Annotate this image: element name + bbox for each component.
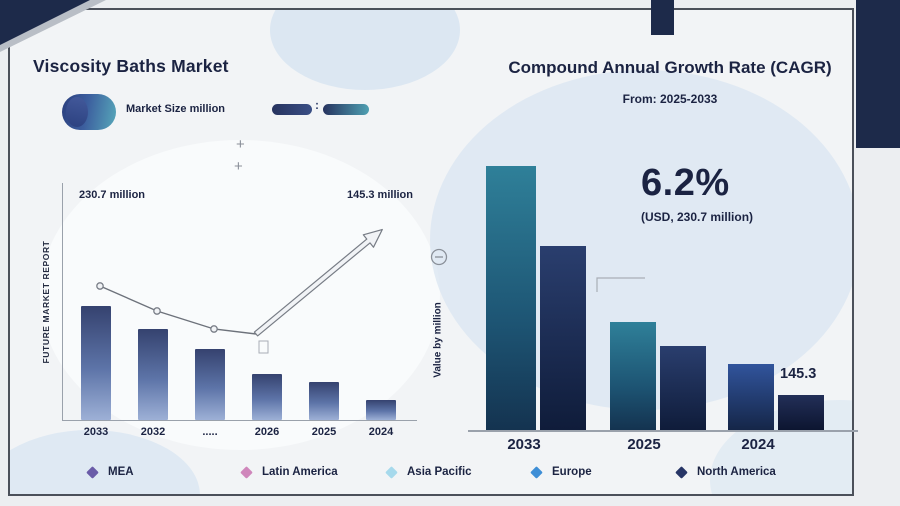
legend-diamond-icon — [86, 465, 99, 479]
legend-label: Asia Pacific — [407, 466, 472, 478]
legend-item-asia-pacific: Asia Pacific — [385, 465, 472, 479]
x-tick-label: 2026 — [254, 426, 280, 438]
cagr-chart: 2033 2025 2024 — [468, 160, 858, 453]
legend-label: Latin America — [262, 466, 338, 478]
legend-label: MEA — [108, 466, 134, 478]
legend-label: North America — [697, 466, 776, 478]
cagr-x-tick-2024: 2024 — [741, 436, 775, 453]
market-size-bars — [81, 183, 396, 420]
legend-item-europe: Europe — [530, 465, 592, 479]
cagr-bar-2033-1 — [486, 166, 536, 430]
x-tick-label: 2024 — [368, 426, 394, 438]
left-y-axis-label: FUTURE MARKET REPORT — [41, 240, 51, 364]
market-size-bar-2026 — [252, 374, 282, 420]
chart-min-label: 145.3 million — [346, 189, 413, 201]
legend-label: Europe — [552, 466, 592, 478]
x-tick-label: 2032 — [140, 426, 166, 438]
legend-diamond-icon — [675, 465, 688, 479]
cagr-bar-2033-2 — [540, 246, 586, 430]
cagr-bar-2025-1 — [610, 322, 656, 430]
x-tick-label: 2025 — [311, 426, 337, 438]
step-line — [596, 277, 645, 292]
cagr-title: Compound Annual Growth Rate (CAGR) — [508, 58, 832, 77]
legend-diamond-icon — [530, 465, 543, 479]
background-blob-top — [270, 10, 460, 90]
cagr-x-tick-2025: 2025 — [627, 436, 661, 453]
market-size-bar-x — [195, 349, 225, 420]
top-accent-strip — [651, 0, 674, 35]
market-size-bar-2025 — [309, 382, 339, 420]
region-legend: MEA Latin America Asia Pacific Europe North … — [0, 465, 900, 486]
x-tick-label: 2033 — [83, 426, 109, 438]
right-accent-band — [856, 0, 900, 148]
cagr-subtitle: From: 2025-2033 — [622, 92, 718, 106]
cagr-x-tick-2033: 2033 — [507, 436, 541, 453]
minus-circle-icon — [430, 248, 448, 266]
plus-mark: + — [234, 158, 243, 175]
x-tick-label: ..... — [202, 426, 218, 438]
plus-mark: + — [236, 136, 245, 153]
cagr-value: 6.2% — [641, 162, 730, 204]
market-size-label: Market Size million — [126, 103, 226, 115]
market-size-x-axis: 2033 2032..... 2026 2025 2024 — [81, 426, 396, 438]
value-callout: 145.3 — [780, 366, 817, 382]
market-size-chart: 230.7 million 145.3 million 2033 2032....… — [62, 183, 417, 438]
chart-max-label: 230.7 million — [79, 189, 146, 201]
market-size-bar-2033 — [81, 306, 111, 420]
legend-diamond-icon — [240, 465, 253, 479]
pill-separator: : — [315, 98, 319, 112]
page-title: Viscosity Baths Market — [33, 56, 229, 76]
legend-diamond-icon — [385, 465, 398, 479]
accent-pill-navy — [272, 104, 312, 115]
cagr-note: (USD, 230.7 million) — [641, 210, 754, 224]
legend-item-north-america: North America — [675, 465, 776, 479]
legend-item-mea: MEA — [86, 465, 134, 479]
market-size-cylinder-icon — [62, 94, 116, 130]
cagr-bar-2024-2 — [778, 395, 824, 430]
cagr-bar-2025-2 — [660, 346, 706, 430]
legend-item-latin-america: Latin America — [240, 465, 338, 479]
right-y-axis-label: Value by million — [432, 302, 444, 378]
market-size-bar-2032 — [138, 329, 168, 420]
market-size-bar-2024 — [366, 400, 396, 420]
cagr-bar-2024-1 — [728, 364, 774, 430]
accent-pill-gradient — [323, 104, 369, 115]
